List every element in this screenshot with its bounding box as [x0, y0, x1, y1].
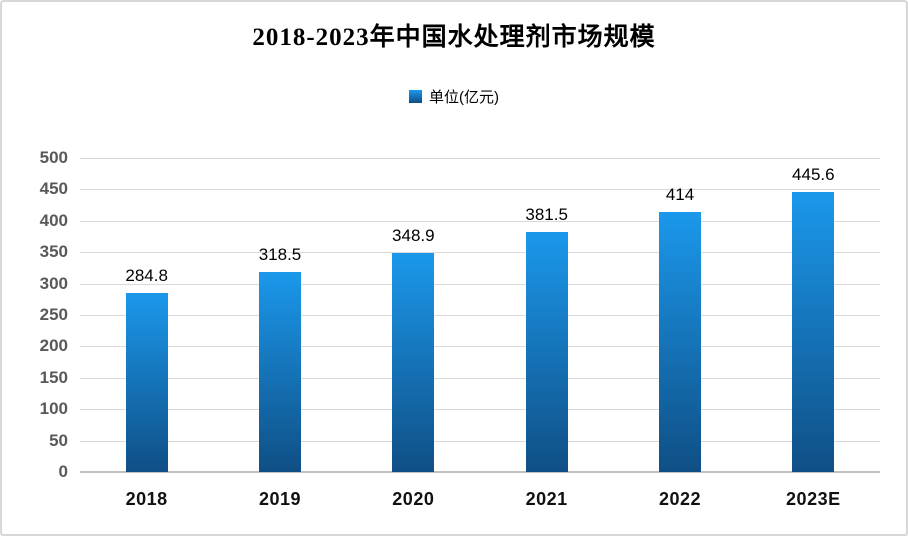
- gridline: [80, 252, 880, 254]
- gridline: [80, 158, 880, 159]
- bar-2021: [525, 232, 568, 472]
- data-label-2023E: 445.6: [792, 165, 835, 185]
- x-tick-label-2019: 2019: [258, 489, 302, 509]
- legend-swatch-icon: [409, 90, 422, 103]
- chart-title: 2018-2023年中国水处理剂市场规模: [252, 24, 656, 51]
- x-tick-label-2018: 2018: [125, 489, 168, 509]
- x-tick-label-2023E: 2023E: [786, 489, 841, 509]
- y-tick-label: 50: [49, 430, 68, 450]
- gridline: [80, 315, 880, 316]
- data-label-2020: 348.9: [392, 225, 435, 245]
- gridline: [80, 346, 880, 348]
- y-tick-label: 500: [39, 148, 68, 167]
- data-label-2019: 318.5: [258, 244, 302, 264]
- legend-label: 单位(亿元): [429, 89, 499, 106]
- gridline: [80, 220, 880, 222]
- x-tick-label-2022: 2022: [658, 489, 702, 509]
- y-tick-label: 400: [39, 210, 68, 230]
- bar-2023E: [792, 192, 835, 472]
- bar-2018: [125, 293, 168, 472]
- y-tick-label: 200: [39, 336, 68, 356]
- bar-2019: [259, 271, 301, 472]
- gridline: [80, 440, 880, 442]
- bar-2020: [392, 252, 435, 472]
- y-tick-label: 350: [39, 242, 68, 262]
- data-label-2022: 414: [665, 185, 695, 204]
- y-tick-label: 0: [58, 462, 68, 481]
- y-tick-label: 250: [39, 305, 68, 324]
- y-tick-label: 100: [39, 399, 68, 419]
- bar-2022: [659, 212, 701, 472]
- gridline: [80, 283, 880, 285]
- legend: 单位(亿元): [2, 86, 906, 107]
- y-tick-label: 450: [39, 179, 68, 199]
- x-tick-label-2021: 2021: [525, 489, 568, 509]
- y-tick-label: 300: [39, 273, 68, 293]
- gridline: [80, 377, 880, 379]
- data-label-2021: 381.5: [525, 205, 568, 225]
- gridline: [80, 409, 880, 411]
- x-tick-label-2020: 2020: [392, 489, 435, 509]
- gridline: [80, 189, 880, 191]
- y-tick-label: 150: [39, 367, 68, 387]
- data-label-2018: 284.8: [125, 266, 168, 286]
- x-axis-line: [80, 471, 880, 473]
